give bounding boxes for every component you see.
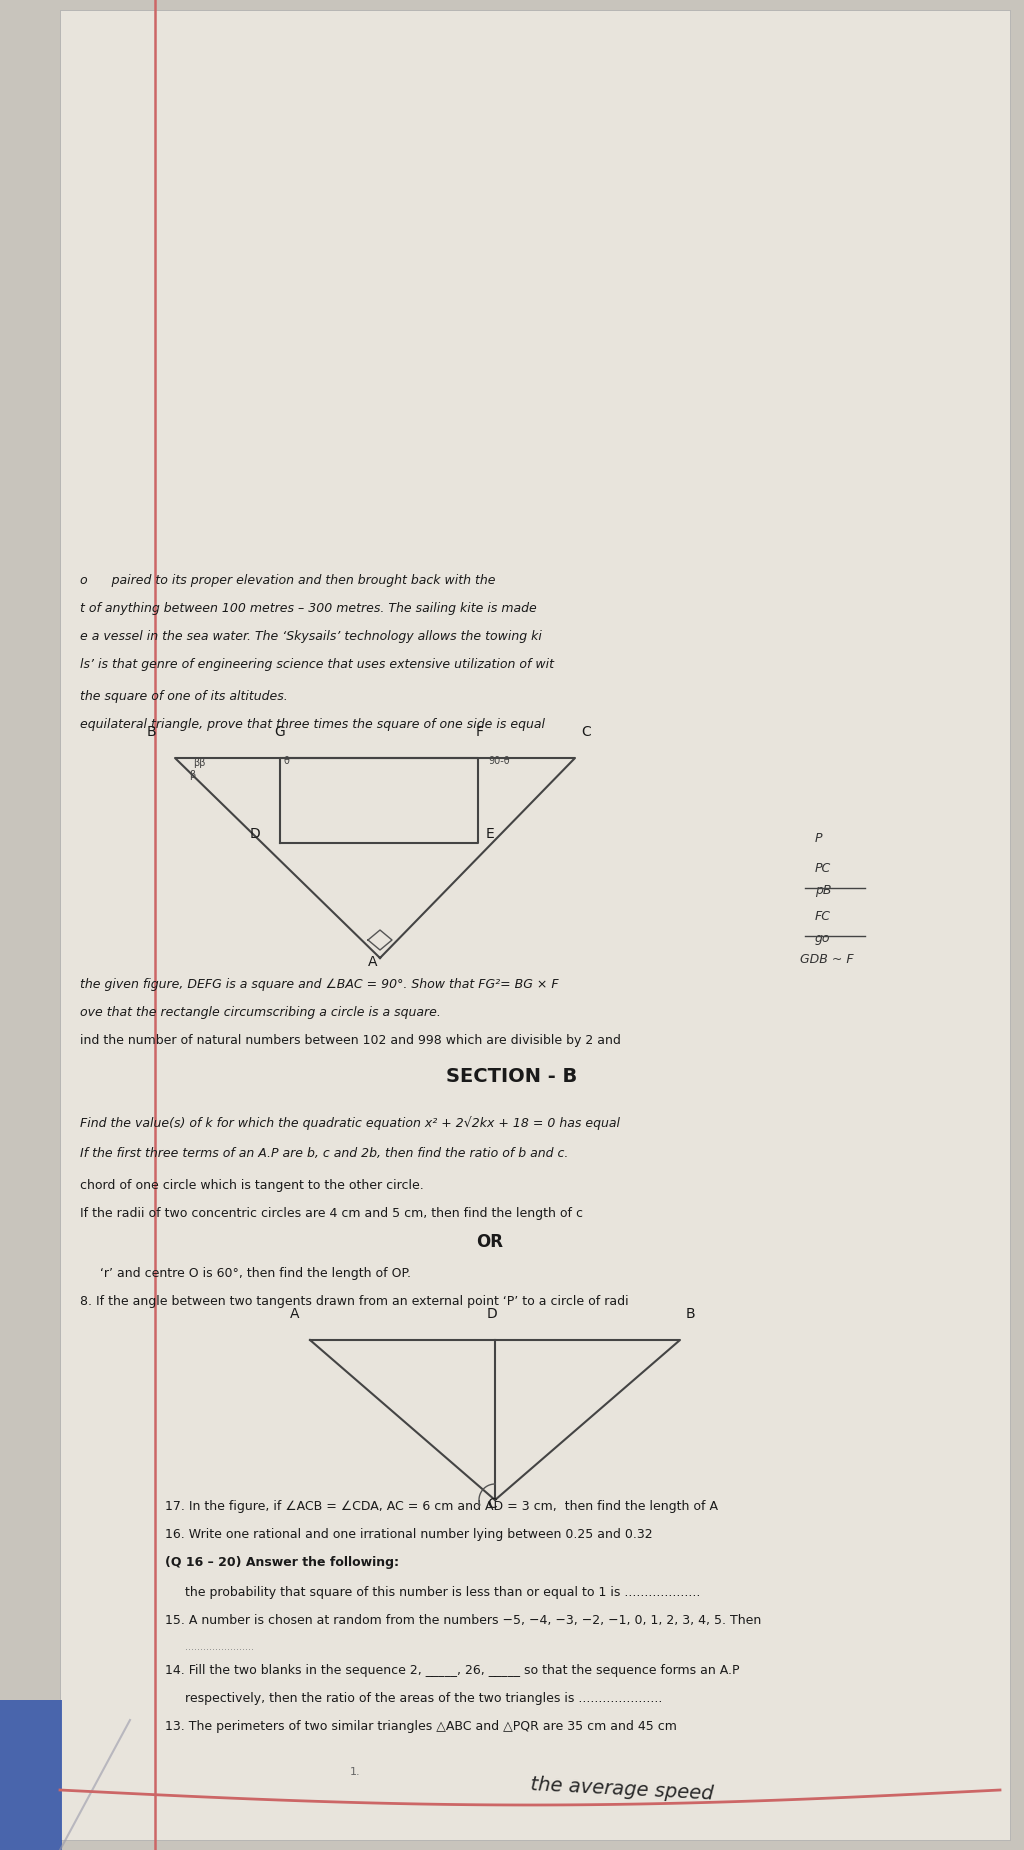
Text: ‘r’ and centre O is 60°, then find the length of OP.: ‘r’ and centre O is 60°, then find the l… [100,1267,411,1280]
Text: the given figure, DEFG is a square and ∠BAC = 90°. Show that FG²= BG × F: the given figure, DEFG is a square and ∠… [80,979,559,992]
Text: C: C [487,1497,497,1511]
Text: B: B [686,1306,695,1321]
Text: 14. Fill the two blanks in the sequence 2, _____, 26, _____ so that the sequence: 14. Fill the two blanks in the sequence … [165,1663,739,1676]
Text: 1.: 1. [350,1767,360,1778]
Text: D: D [487,1306,498,1321]
Text: A: A [290,1306,299,1321]
Text: Find the value(s) of k for which the quadratic equation x² + 2√2kx + 18 = 0 has : Find the value(s) of k for which the qua… [80,1116,620,1130]
Text: GDB ~ F: GDB ~ F [800,953,854,966]
Text: chord of one circle which is tangent to the other circle.: chord of one circle which is tangent to … [80,1178,424,1191]
Text: o      paired to its proper elevation and then brought back with the: o paired to its proper elevation and the… [80,574,496,586]
Bar [0,1700,62,1850]
Text: If the first three terms of an A.P are b, c and 2b, then find the ratio of b and: If the first three terms of an A.P are b… [80,1147,568,1160]
Text: θ: θ [284,757,290,766]
Text: .......................: ....................... [185,1643,254,1652]
Text: equilateral triangle, prove that three times the square of one side is equal: equilateral triangle, prove that three t… [80,718,545,731]
Text: the average speed: the average speed [530,1776,714,1804]
Text: 17. In the figure, if ∠ACB = ∠CDA, AC = 6 cm and AD = 3 cm,  then find the lengt: 17. In the figure, if ∠ACB = ∠CDA, AC = … [165,1500,718,1513]
Text: the probability that square of this number is less than or equal to 1 is .......: the probability that square of this numb… [185,1585,700,1598]
Text: PC: PC [815,862,831,875]
Text: 13. The perimeters of two similar triangles △ABC and △PQR are 35 cm and 45 cm: 13. The perimeters of two similar triang… [165,1720,677,1733]
Text: C: C [581,725,591,738]
Text: D: D [250,827,261,842]
Text: go: go [815,932,830,945]
Text: e a vessel in the sea water. The ‘Skysails’ technology allows the towing ki: e a vessel in the sea water. The ‘Skysai… [80,631,542,644]
Text: ove that the rectangle circumscribing a circle is a square.: ove that the rectangle circumscribing a … [80,1006,441,1019]
Text: FC: FC [815,910,831,923]
Text: F: F [476,725,484,738]
Text: (Q 16 – 20) Answer the following:: (Q 16 – 20) Answer the following: [165,1556,399,1569]
Text: ββ: ββ [193,758,206,768]
Text: SECTION - B: SECTION - B [446,1067,578,1086]
Text: 16. Write one rational and one irrational number lying between 0.25 and 0.32: 16. Write one rational and one irrationa… [165,1528,652,1541]
Text: respectively, then the ratio of the areas of the two triangles is ..............: respectively, then the ratio of the area… [185,1693,663,1706]
Text: pB: pB [815,884,831,897]
Text: t of anything between 100 metres – 300 metres. The sailing kite is made: t of anything between 100 metres – 300 m… [80,601,537,614]
Text: If the radii of two concentric circles are 4 cm and 5 cm, then find the length o: If the radii of two concentric circles a… [80,1206,583,1219]
Text: G: G [274,725,285,738]
Text: 8. If the angle between two tangents drawn from an external point ‘P’ to a circl: 8. If the angle between two tangents dra… [80,1295,629,1308]
Text: ls’ is that genre of engineering science that uses extensive utilization of wit: ls’ is that genre of engineering science… [80,659,554,672]
Text: OR: OR [476,1232,504,1251]
Text: the square of one of its altitudes.: the square of one of its altitudes. [80,690,288,703]
Text: β: β [189,770,196,781]
Text: B: B [147,725,157,738]
Text: P: P [815,832,822,845]
Text: A: A [368,955,378,969]
Text: 90-θ: 90-θ [488,757,510,766]
Text: 15. A number is chosen at random from the numbers −5, −4, −3, −2, −1, 0, 1, 2, 3: 15. A number is chosen at random from th… [165,1613,761,1626]
Text: E: E [486,827,495,842]
Text: ind the number of natural numbers between 102 and 998 which are divisible by 2 a: ind the number of natural numbers betwee… [80,1034,621,1047]
